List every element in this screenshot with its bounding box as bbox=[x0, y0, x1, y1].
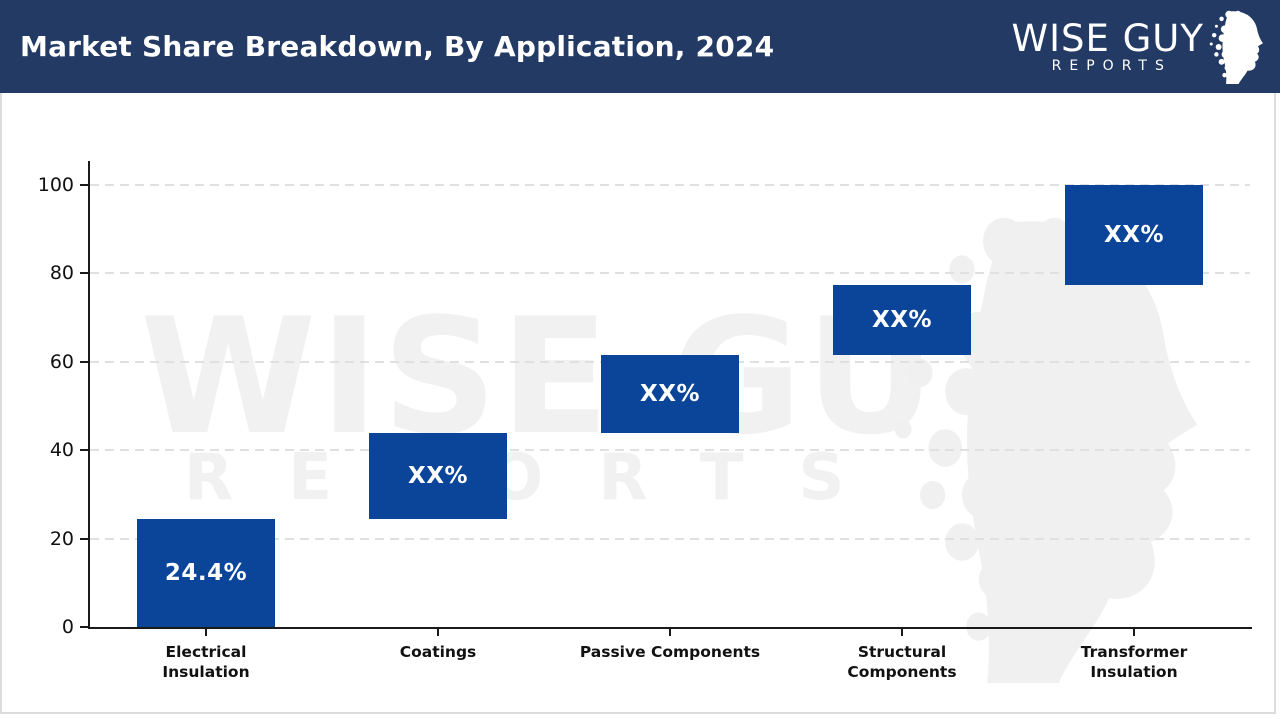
chart-card: WISE GUY REPORTS 0 20 40 60 80 100 24.4% Electr… bbox=[0, 93, 1276, 714]
y-tick-label: 20 bbox=[49, 527, 74, 550]
y-axis-tick bbox=[80, 537, 88, 540]
x-category-label: Electrical Insulation bbox=[162, 643, 250, 681]
x-axis-tick bbox=[205, 629, 207, 636]
plot-area: 0 20 40 60 80 100 24.4% Electrical Insulation XX%… bbox=[38, 163, 1250, 681]
x-category-label: Passive Components bbox=[579, 643, 761, 661]
y-axis-tick bbox=[80, 360, 88, 363]
y-tick-label: 100 bbox=[37, 174, 74, 197]
bar-value-label: XX% bbox=[639, 380, 700, 407]
x-category-label: Structural Components bbox=[847, 643, 957, 681]
wiseguy-logo: WISE GUY REPORTS bbox=[1012, 9, 1266, 85]
watermark-subtitle: REPORTS bbox=[184, 441, 900, 515]
bar: XX% bbox=[1065, 185, 1203, 285]
y-axis-line bbox=[88, 161, 90, 629]
gridline bbox=[90, 272, 1250, 275]
bar: 24.4% bbox=[137, 519, 275, 627]
y-tick-label: 60 bbox=[49, 350, 74, 373]
gridline bbox=[90, 184, 1250, 187]
y-axis-tick bbox=[80, 272, 88, 275]
x-axis-line bbox=[88, 627, 1252, 629]
header-bar: Market Share Breakdown, By Application, … bbox=[0, 0, 1280, 93]
x-category-label: Transformer Insulation bbox=[1080, 643, 1188, 681]
y-tick-label: 80 bbox=[49, 262, 74, 285]
page-title: Market Share Breakdown, By Application, … bbox=[20, 30, 775, 63]
wiseguy-head-watermark-icon bbox=[894, 217, 1198, 683]
gridline bbox=[90, 537, 1250, 540]
bar: XX% bbox=[601, 355, 739, 433]
wiseguy-logo-wordmark: WISE GUY bbox=[1011, 17, 1204, 60]
bar: XX% bbox=[833, 284, 971, 356]
wiseguy-head-logo-icon bbox=[1209, 10, 1264, 84]
wiseguy-logo-subtitle: REPORTS bbox=[1051, 58, 1172, 74]
x-axis-tick bbox=[1133, 629, 1135, 636]
x-axis-tick bbox=[901, 629, 903, 636]
bar-value-label: XX% bbox=[871, 306, 932, 333]
wiseguy-logo-text: WISE GUY REPORTS bbox=[1011, 17, 1204, 75]
y-axis-tick bbox=[80, 626, 88, 628]
y-tick-label: 0 bbox=[61, 616, 74, 638]
bar-value-label: XX% bbox=[1103, 221, 1164, 248]
bar-value-label: 24.4% bbox=[164, 560, 248, 587]
gridline bbox=[90, 449, 1250, 452]
y-tick-label: 40 bbox=[49, 439, 74, 462]
x-axis-tick bbox=[669, 629, 671, 636]
bar: XX% bbox=[369, 432, 507, 520]
y-axis-tick bbox=[80, 449, 88, 452]
x-axis-tick bbox=[437, 629, 439, 636]
y-axis-tick bbox=[80, 184, 88, 187]
bar-value-label: XX% bbox=[407, 462, 468, 489]
x-category-label: Coatings bbox=[399, 643, 477, 661]
